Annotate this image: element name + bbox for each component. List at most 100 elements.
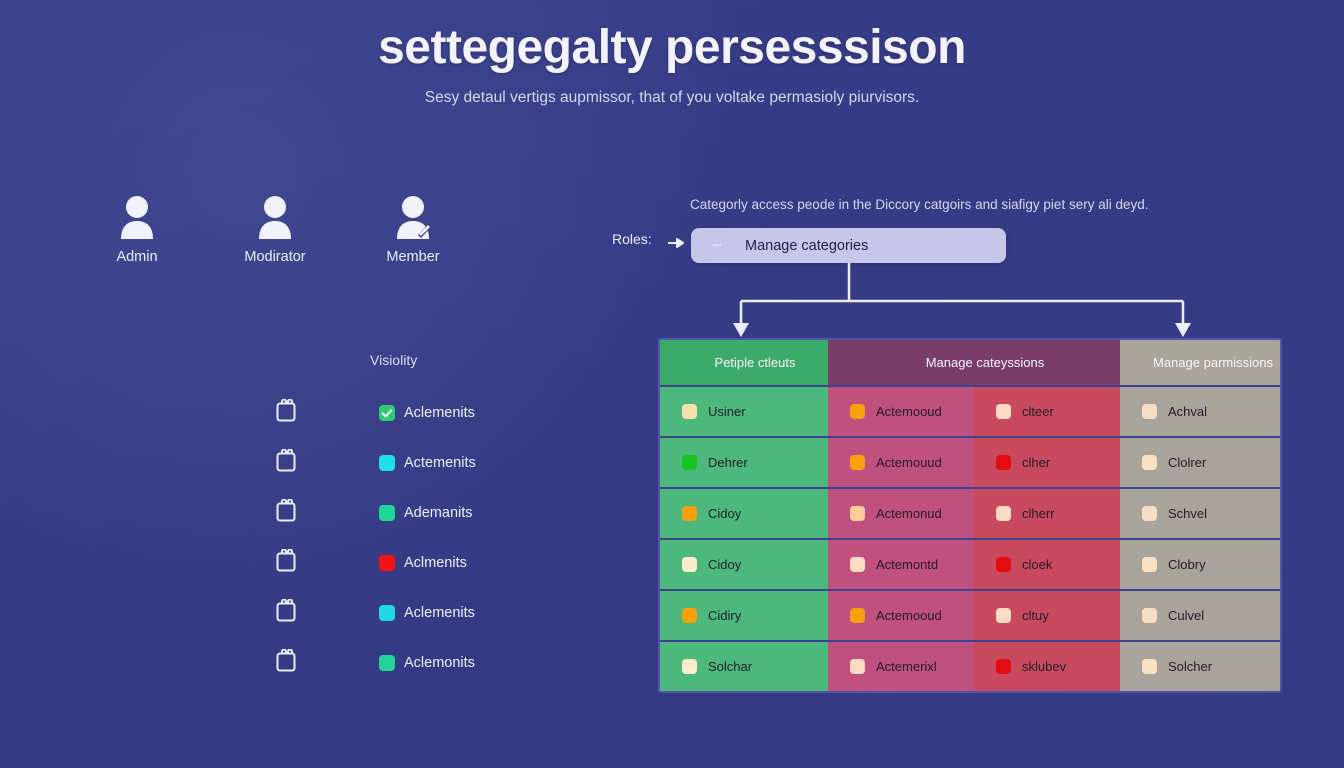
- clipboard-icon: [275, 548, 297, 578]
- visibility-row[interactable]: Actemenits: [275, 438, 595, 488]
- table-cell-label: Solchar: [708, 659, 753, 674]
- table-cell-label: Clolrer: [1168, 455, 1207, 470]
- table-cell[interactable]: clteer: [974, 387, 1120, 436]
- table-column-header[interactable]: Manage cateyssions: [828, 340, 1120, 385]
- status-swatch: [850, 608, 865, 623]
- table-cell[interactable]: Culvel: [1120, 591, 1280, 640]
- role-label: Modirator: [244, 249, 306, 265]
- status-swatch: [996, 455, 1011, 470]
- table-cell[interactable]: Cidiry: [660, 591, 828, 640]
- status-swatch: [996, 506, 1011, 521]
- table-row[interactable]: Solchar Actemerixl sklubev Solcher: [660, 640, 1280, 691]
- status-swatch: [682, 455, 697, 470]
- table-cell[interactable]: Achval: [1120, 387, 1280, 436]
- table-cell-label: Actemouud: [876, 455, 942, 470]
- role-item[interactable]: Admin: [96, 195, 178, 265]
- status-swatch: [850, 659, 865, 674]
- status-swatch: [1142, 506, 1157, 521]
- visibility-row[interactable]: Aclmenits: [275, 538, 595, 588]
- visibility-row-label: Aclmenits: [404, 555, 467, 571]
- status-swatch: [1142, 404, 1157, 419]
- roles-label: Roles:: [612, 231, 652, 247]
- table-cell[interactable]: Actemontd: [828, 540, 974, 589]
- table-cell-label: Actemonud: [876, 506, 942, 521]
- visibility-row-label: Ademanits: [404, 505, 473, 521]
- panel-description: Categorly access peode in the Diccory ca…: [690, 197, 1149, 212]
- table-row[interactable]: Cidoy Actemontd cloek Clobry: [660, 538, 1280, 589]
- table-cell[interactable]: Actemooud: [828, 387, 974, 436]
- table-cell-label: Actemooud: [876, 404, 942, 419]
- table-cell[interactable]: Dehrer: [660, 438, 828, 487]
- visibility-row[interactable]: Aclemonits: [275, 638, 595, 688]
- clipboard-icon: [275, 448, 297, 478]
- table-cell[interactable]: Usiner: [660, 387, 828, 436]
- table-cell-label: Actemooud: [876, 608, 942, 623]
- table-row[interactable]: Cidiry Actemooud cltuy Culvel: [660, 589, 1280, 640]
- table-cell[interactable]: Cidoy: [660, 540, 828, 589]
- table-cell[interactable]: Solcher: [1120, 642, 1280, 691]
- table-cell-label: cltuy: [1022, 608, 1049, 623]
- status-swatch: [850, 506, 865, 521]
- status-swatch: [1142, 608, 1157, 623]
- table-cell-label: Actemerixl: [876, 659, 937, 674]
- table-column-header[interactable]: Manage parmissions: [1120, 340, 1280, 385]
- status-swatch: [996, 404, 1011, 419]
- clipboard-icon: [275, 498, 297, 528]
- table-cell[interactable]: clher: [974, 438, 1120, 487]
- status-swatch: [996, 557, 1011, 572]
- arrow-head-left: [733, 323, 749, 337]
- table-row[interactable]: Cidoy Actemonud clherr Schvel: [660, 487, 1280, 538]
- role-list: Admin Modirator Member: [96, 195, 454, 265]
- table-row[interactable]: Usiner Actemooud clteer Achval: [660, 385, 1280, 436]
- table-cell-label: sklubev: [1022, 659, 1067, 674]
- page-header: settegegalty persesssison Sesy detaul ve…: [0, 20, 1344, 107]
- table-cell[interactable]: Actemouud: [828, 438, 974, 487]
- role-label: Member: [386, 249, 440, 265]
- table-cell[interactable]: Actemerixl: [828, 642, 974, 691]
- permissions-table: Petiple ctleuts Manage cateyssions Manage …: [658, 338, 1282, 693]
- color-swatch[interactable]: [379, 455, 395, 471]
- status-swatch: [682, 404, 697, 419]
- status-swatch: [850, 404, 865, 419]
- role-item[interactable]: Member: [372, 195, 454, 265]
- visibility-row-label: Aclemenits: [404, 605, 475, 621]
- table-cell[interactable]: cloek: [974, 540, 1120, 589]
- color-swatch[interactable]: [379, 605, 395, 621]
- table-cell-label: Solcher: [1168, 659, 1213, 674]
- table-cell[interactable]: cltuy: [974, 591, 1120, 640]
- connector-lines: [733, 263, 1191, 337]
- table-cell[interactable]: Actemonud: [828, 489, 974, 538]
- status-swatch: [996, 608, 1011, 623]
- role-item[interactable]: Modirator: [234, 195, 316, 265]
- color-swatch[interactable]: [379, 655, 395, 671]
- table-cell-label: Schvel: [1168, 506, 1208, 521]
- table-cell[interactable]: Schvel: [1120, 489, 1280, 538]
- table-row[interactable]: Dehrer Actemouud clher Clolrer: [660, 436, 1280, 487]
- visibility-row[interactable]: Ademanits: [275, 488, 595, 538]
- visibility-row[interactable]: Aclemenits: [275, 588, 595, 638]
- visibility-row[interactable]: Aclemenits: [275, 388, 595, 438]
- status-swatch: [1142, 557, 1157, 572]
- table-cell-label: Dehrer: [708, 455, 748, 470]
- table-cell[interactable]: sklubev: [974, 642, 1120, 691]
- table-cell[interactable]: Clobry: [1120, 540, 1280, 589]
- table-cell[interactable]: Solchar: [660, 642, 828, 691]
- manage-categories-pill[interactable]: ┈ Manage categories: [691, 228, 1006, 263]
- table-cell[interactable]: clherr: [974, 489, 1120, 538]
- clipboard-icon: [275, 598, 297, 628]
- roles-arrow-icon: [668, 238, 684, 248]
- checkbox-checked-icon[interactable]: [379, 405, 395, 421]
- table-cell-label: Cidoy: [708, 506, 742, 521]
- table-cell[interactable]: Actemooud: [828, 591, 974, 640]
- table-cell[interactable]: Cidoy: [660, 489, 828, 538]
- table-cell-label: Clobry: [1168, 557, 1206, 572]
- visibility-row-label: Aclemonits: [404, 655, 475, 671]
- table-column-header[interactable]: Petiple ctleuts: [660, 340, 828, 385]
- status-swatch: [682, 608, 697, 623]
- page-subtitle: Sesy detaul vertigs aupmissor, that of y…: [424, 89, 920, 107]
- table-cell[interactable]: Clolrer: [1120, 438, 1280, 487]
- color-swatch[interactable]: [379, 555, 395, 571]
- status-swatch: [850, 455, 865, 470]
- status-swatch: [682, 506, 697, 521]
- color-swatch[interactable]: [379, 505, 395, 521]
